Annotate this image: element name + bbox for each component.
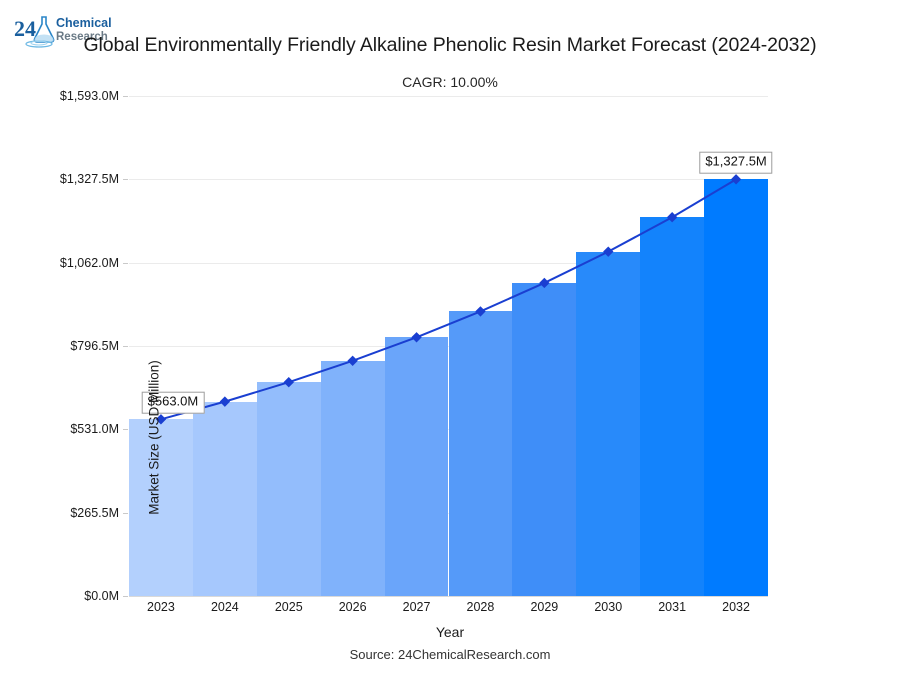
logo-line2-text: Research xyxy=(56,31,108,43)
gridline xyxy=(129,179,768,181)
chart-title: Global Environmentally Friendly Alkaline… xyxy=(83,34,817,56)
bar[interactable] xyxy=(640,217,705,596)
x-tick-label: 2030 xyxy=(594,600,623,614)
data-point-marker[interactable] xyxy=(219,396,231,407)
bar[interactable] xyxy=(384,337,449,596)
y-tick-label: $796.5M xyxy=(70,339,119,353)
bar[interactable] xyxy=(256,382,321,596)
bar[interactable] xyxy=(576,251,641,596)
data-point-marker[interactable] xyxy=(411,332,422,343)
y-tick-mark xyxy=(123,596,128,597)
x-tick-label: 2029 xyxy=(530,600,559,614)
y-tick-label: $531.0M xyxy=(70,422,119,437)
trend-line-overlay xyxy=(155,174,742,425)
bar[interactable] xyxy=(320,360,385,596)
x-tick-label: 2025 xyxy=(274,600,303,614)
data-label-callout: $1,327.5M xyxy=(699,152,773,174)
x-axis-title: Year xyxy=(435,624,465,640)
logo-line1-text: Chemical xyxy=(56,16,112,30)
data-point-marker[interactable] xyxy=(603,246,614,257)
bar[interactable] xyxy=(512,282,577,596)
x-tick-label: 2031 xyxy=(658,600,687,614)
gridline xyxy=(129,262,768,264)
plot-area: $0.0M $265.5M $531.0M $796.5M $1,062.0M $1,32… xyxy=(60,89,773,614)
y-tick-label: $1,593.0M xyxy=(59,89,119,103)
bar[interactable] xyxy=(192,401,257,596)
y-tick-label: $1,327.5M xyxy=(59,172,119,187)
data-label-callout: $563.0M xyxy=(141,391,205,414)
data-point-marker[interactable] xyxy=(730,174,742,185)
y-tick-label: $0.0M xyxy=(84,589,119,603)
bar[interactable] xyxy=(448,311,513,596)
logo-number-text: 24 xyxy=(14,16,36,41)
data-point-marker[interactable] xyxy=(475,306,486,317)
x-tick-label: 2032 xyxy=(722,600,750,614)
chart-subtitle-cagr: CAGR: 10.00% xyxy=(402,74,498,90)
x-tick-label: 2026 xyxy=(338,600,367,614)
data-point-marker[interactable] xyxy=(539,277,550,289)
site-logo: 24 Chemical Research xyxy=(14,10,124,50)
x-axis-line xyxy=(129,596,768,597)
bar[interactable] xyxy=(129,419,193,596)
x-tick-label: 2023 xyxy=(147,600,175,614)
y-tick-label: $1,062.0M xyxy=(59,255,119,270)
data-point-marker[interactable] xyxy=(666,212,678,223)
data-point-marker[interactable] xyxy=(155,414,167,425)
y-tick-mark xyxy=(123,512,128,514)
y-tick-mark xyxy=(123,429,128,431)
logo-icon: 24 Chemical Research xyxy=(14,16,112,48)
data-point-marker[interactable] xyxy=(347,355,358,366)
y-axis-title: Market Size (USD Million) xyxy=(146,360,162,515)
y-tick-mark xyxy=(123,346,128,347)
source-note: Source: 24ChemicalResearch.com xyxy=(349,647,551,662)
x-tick-label: 2028 xyxy=(466,600,495,614)
bar[interactable] xyxy=(704,179,768,596)
x-tick-label: 2024 xyxy=(210,600,239,614)
data-point-marker[interactable] xyxy=(283,376,294,388)
y-tick-mark xyxy=(123,262,128,264)
gridline xyxy=(129,96,768,97)
trend-line xyxy=(160,178,737,421)
y-tick-label: $265.5M xyxy=(70,505,119,520)
y-tick-mark xyxy=(123,179,128,181)
x-tick-label: 2027 xyxy=(402,600,431,614)
bar-series xyxy=(129,96,768,596)
y-tick-mark xyxy=(123,96,128,97)
